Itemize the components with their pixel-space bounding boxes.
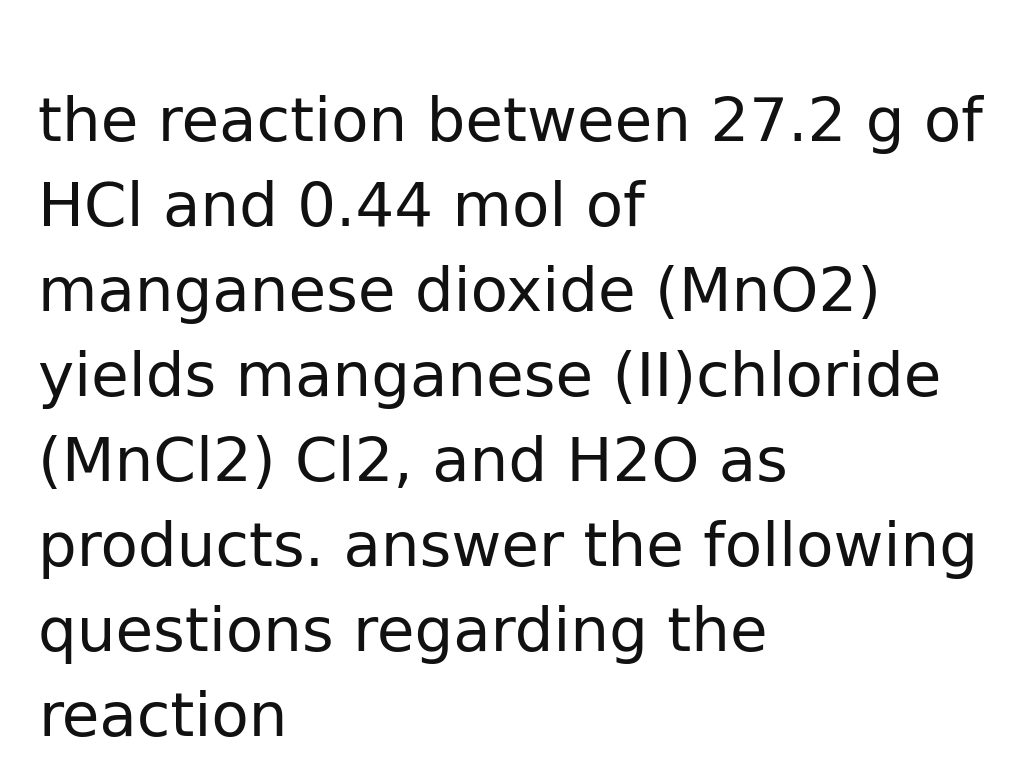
Text: products. answer the following: products. answer the following — [38, 520, 978, 579]
Text: reaction: reaction — [38, 690, 288, 749]
Text: (MnCl2) Cl2, and H2O as: (MnCl2) Cl2, and H2O as — [38, 435, 787, 494]
Text: the reaction between 27.2 g of: the reaction between 27.2 g of — [38, 95, 983, 154]
Text: questions regarding the: questions regarding the — [38, 605, 768, 664]
Text: manganese dioxide (MnO2): manganese dioxide (MnO2) — [38, 265, 881, 324]
Text: HCl and 0.44 mol of: HCl and 0.44 mol of — [38, 180, 645, 239]
Text: yields manganese (II)chloride: yields manganese (II)chloride — [38, 350, 941, 409]
